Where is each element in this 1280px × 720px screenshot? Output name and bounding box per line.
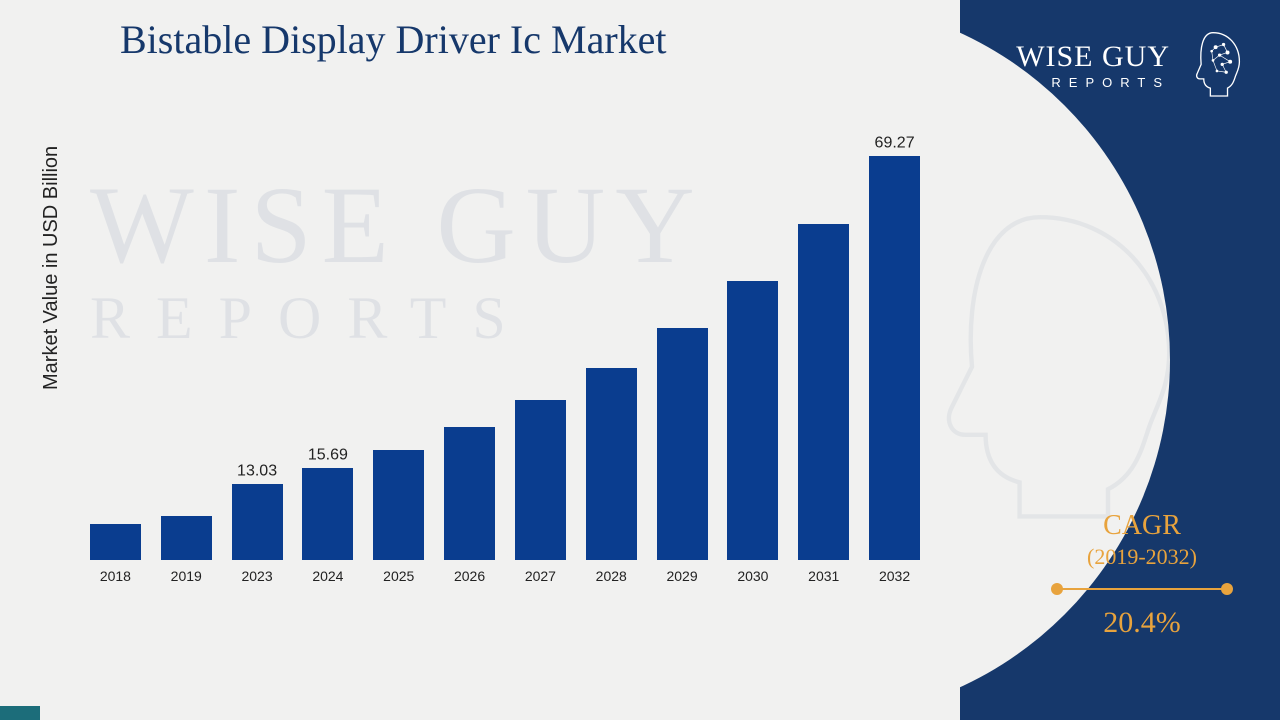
bar-value-label: 13.03 bbox=[232, 462, 283, 480]
stage: WISE GUY REPORTS Bistable Display Driver… bbox=[0, 0, 1280, 720]
x-tick-label: 2019 bbox=[151, 568, 222, 584]
x-tick-label: 2023 bbox=[222, 568, 293, 584]
x-tick-label: 2031 bbox=[788, 568, 859, 584]
brand-head-icon bbox=[1180, 28, 1246, 102]
bar bbox=[727, 281, 778, 560]
y-axis-label: Market Value in USD Billion bbox=[40, 146, 63, 390]
bar-value-label: 69.27 bbox=[869, 134, 920, 152]
bar: 69.27 bbox=[869, 156, 920, 560]
x-tick-label: 2028 bbox=[576, 568, 647, 584]
brand-sub: REPORTS bbox=[1051, 76, 1170, 89]
bar-value-label: 15.69 bbox=[302, 447, 353, 465]
bar bbox=[798, 224, 849, 560]
x-tick-label: 2024 bbox=[293, 568, 364, 584]
bar bbox=[90, 524, 141, 560]
x-tick-label: 2027 bbox=[505, 568, 576, 584]
bar bbox=[657, 328, 708, 560]
cagr-panel: CAGR (2019-2032) 20.4% bbox=[1042, 510, 1242, 640]
x-tick-label: 2032 bbox=[859, 568, 930, 584]
bar: 13.03 bbox=[232, 484, 283, 560]
bar: 15.69 bbox=[302, 468, 353, 560]
bar bbox=[161, 516, 212, 560]
cagr-divider bbox=[1057, 588, 1227, 590]
x-tick-label: 2029 bbox=[647, 568, 718, 584]
bar bbox=[586, 368, 637, 560]
x-tick-label: 2018 bbox=[80, 568, 151, 584]
bottom-accent-bar bbox=[0, 706, 40, 720]
cagr-period: (2019-2032) bbox=[1042, 544, 1242, 570]
plot-area: 2018201913.03202315.69202420252026202720… bbox=[80, 140, 930, 560]
chart-title: Bistable Display Driver Ic Market bbox=[120, 16, 667, 63]
bar bbox=[515, 400, 566, 560]
bar bbox=[373, 450, 424, 560]
brand-logo: WISE GUY REPORTS bbox=[1016, 28, 1246, 102]
cagr-value: 20.4% bbox=[1042, 606, 1242, 640]
bar-chart: 2018201913.03202315.69202420252026202720… bbox=[80, 140, 930, 600]
cagr-label: CAGR bbox=[1042, 510, 1242, 542]
x-tick-label: 2025 bbox=[363, 568, 434, 584]
x-tick-label: 2030 bbox=[718, 568, 789, 584]
bar bbox=[444, 427, 495, 560]
brand-name: WISE GUY bbox=[1016, 42, 1170, 72]
x-tick-label: 2026 bbox=[434, 568, 505, 584]
